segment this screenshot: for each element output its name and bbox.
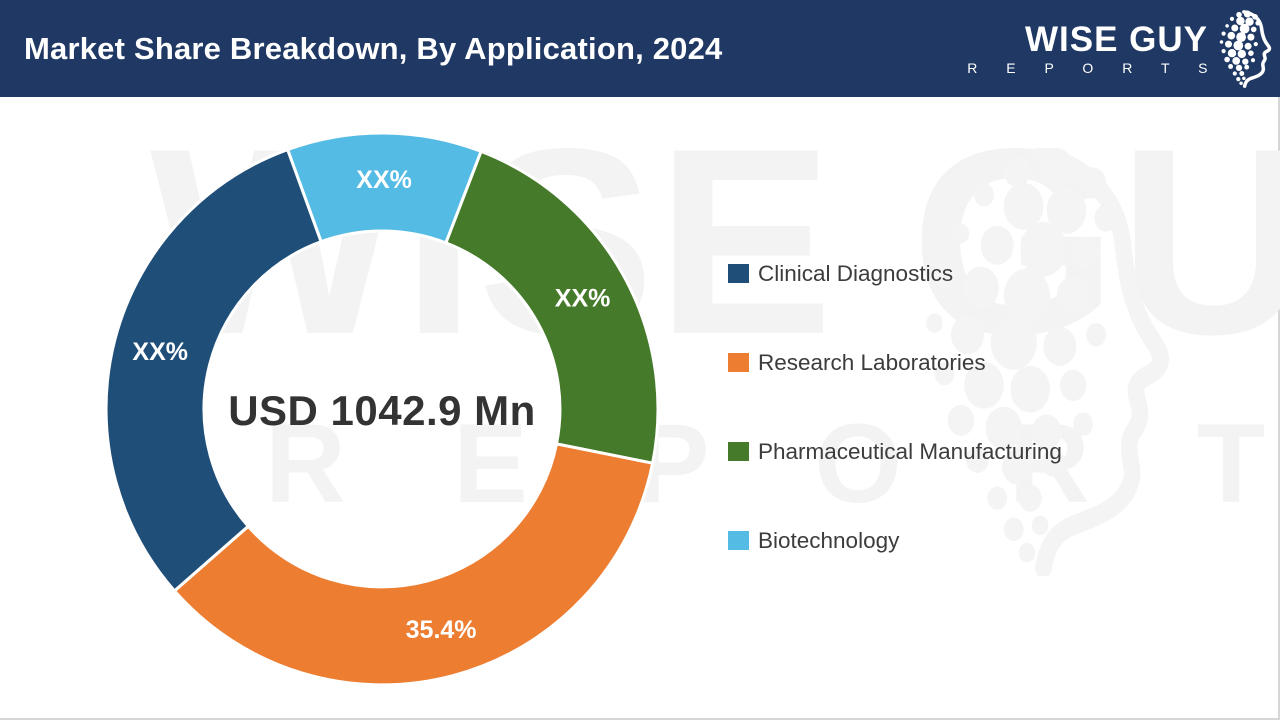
donut-segment-clinical-diagnostics	[104, 147, 324, 594]
legend-item-pharmaceutical-manufacturing: Pharmaceutical Manufacturing	[728, 431, 1062, 472]
segment-label: XX%	[555, 285, 611, 313]
segment-label: XX%	[132, 338, 188, 366]
page-title: Market Share Breakdown, By Application, …	[24, 30, 723, 66]
segment-label: 35.4%	[406, 616, 477, 644]
legend-swatch-icon	[728, 442, 749, 461]
logo-subtitle: R E P O R T S	[967, 59, 1220, 76]
legend-swatch-icon	[728, 264, 749, 283]
legend-item-research-laboratories: Research Laboratories	[728, 342, 1062, 383]
logo-head-profile-icon	[1218, 10, 1272, 88]
legend-swatch-icon	[728, 353, 749, 372]
legend-label: Biotechnology	[758, 527, 900, 553]
logo-text: WISE GUY R E P O R T S	[967, 19, 1208, 77]
chart-legend: Clinical Diagnostics Research Laboratorie…	[728, 253, 1062, 609]
legend-item-biotechnology: Biotechnology	[728, 520, 1062, 561]
chart-center-value: USD 1042.9 Mn	[228, 387, 536, 434]
donut-segment-pharmaceutical-manufacturing	[443, 149, 660, 465]
legend-label: Pharmaceutical Manufacturing	[758, 438, 1062, 464]
donut-segment-research-laboratories	[172, 442, 655, 687]
header-bar: Market Share Breakdown, By Application, …	[0, 0, 1280, 97]
legend-swatch-icon	[728, 531, 749, 550]
legend-item-clinical-diagnostics: Clinical Diagnostics	[728, 253, 1062, 294]
wise-guy-reports-logo: WISE GUY R E P O R T S	[967, 8, 1274, 90]
segment-label: XX%	[356, 166, 412, 194]
logo-wordmark: WISE GUY	[1024, 19, 1208, 59]
legend-label: Clinical Diagnostics	[758, 260, 954, 286]
legend-label: Research Laboratories	[758, 349, 986, 375]
